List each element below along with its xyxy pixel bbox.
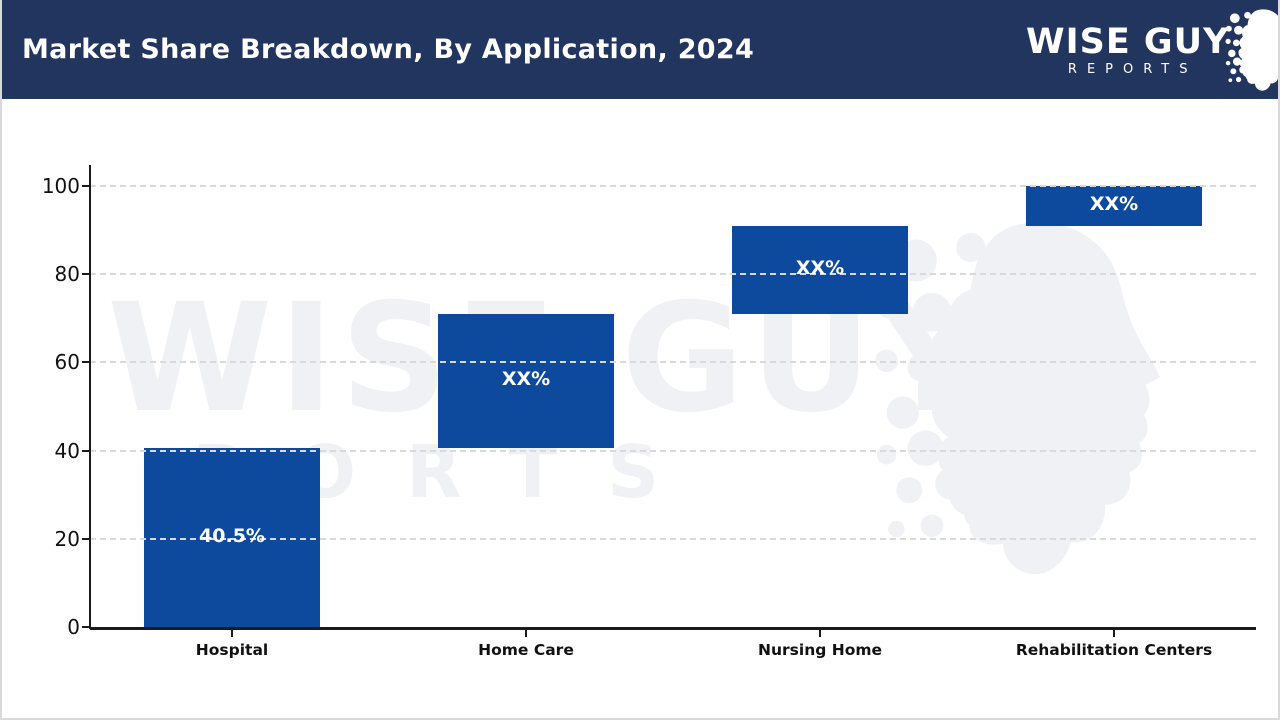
- bar-home-care: [438, 313, 614, 449]
- bar-rehabilitation-centers: [1026, 186, 1202, 226]
- gridline-100: [90, 185, 1256, 187]
- x-category-label: Nursing Home: [758, 641, 882, 659]
- y-tick-60: [82, 361, 90, 364]
- x-tick-0: [231, 630, 233, 637]
- x-tick-1: [525, 630, 527, 637]
- y-tick-label: 40: [54, 438, 80, 463]
- bar-value-label: XX%: [501, 368, 551, 391]
- page-title: Market Share Breakdown, By Application, …: [22, 34, 755, 65]
- wiseguy-logo: WISE GUY REPORTS: [1026, 6, 1278, 94]
- y-tick-40: [82, 449, 90, 452]
- y-tick-80: [82, 273, 90, 276]
- y-tick-label: 20: [54, 526, 80, 551]
- y-tick-100: [82, 185, 90, 187]
- bar-value-label: XX%: [795, 256, 845, 279]
- x-category-label: Hospital: [195, 641, 269, 659]
- y-tick-0: [82, 626, 90, 628]
- header-bar: Market Share Breakdown, By Application, …: [2, 0, 1278, 99]
- y-tick-label: 100: [41, 174, 80, 198]
- bar-value-label: XX%: [1089, 192, 1139, 215]
- x-axis-line: [90, 627, 1256, 630]
- x-category-label: Rehabilitation Centers: [1015, 641, 1213, 659]
- gridline-40: [90, 449, 1256, 452]
- watermark-face-icon: [875, 222, 1161, 575]
- y-tick-20: [82, 537, 90, 540]
- logo-subtext: REPORTS: [1067, 62, 1198, 77]
- gridline-20: [90, 537, 1256, 540]
- logo-wordmark: WISE GUY: [1026, 22, 1230, 62]
- x-tick-3: [1113, 630, 1115, 637]
- gridline-60: [90, 361, 1256, 364]
- x-tick-2: [819, 630, 821, 637]
- gridline-80: [90, 273, 1256, 276]
- y-axis-line: [89, 165, 91, 629]
- logo-face-icon: [1225, 9, 1278, 91]
- logo-text: WISE GUY REPORTS: [1026, 23, 1229, 77]
- bar-hospital: [144, 448, 320, 627]
- bar-nursing-home: [732, 225, 908, 314]
- bar-value-label: 40.5%: [199, 524, 265, 547]
- y-tick-label: 0: [67, 615, 80, 639]
- y-tick-label: 60: [54, 350, 80, 375]
- y-tick-label: 80: [54, 262, 80, 287]
- x-category-label: Home Care: [478, 641, 574, 659]
